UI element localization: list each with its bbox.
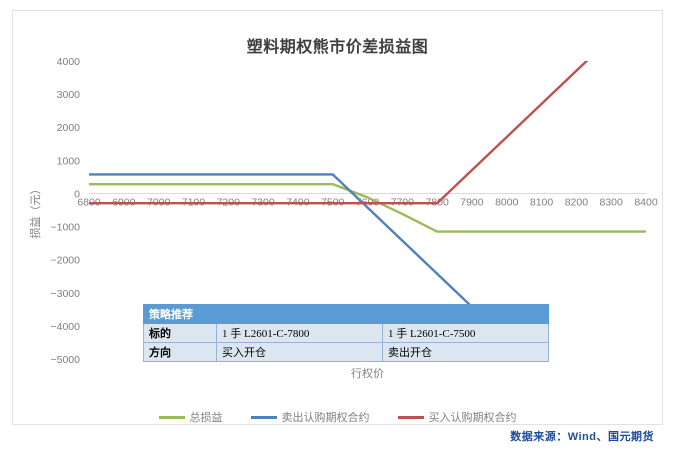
table-row-label: 标的 bbox=[143, 323, 217, 343]
y-tick-label: 0 bbox=[74, 188, 80, 200]
table-row: 标的 1 手 L2601-C-7800 1 手 L2601-C-7500 bbox=[143, 323, 549, 343]
legend-label: 卖出认购期权合约 bbox=[281, 412, 370, 424]
x-tick-label: 8200 bbox=[565, 196, 589, 208]
y-tick-label: −3000 bbox=[51, 288, 81, 300]
legend-swatch bbox=[158, 415, 185, 419]
y-tick-label: −2000 bbox=[51, 255, 81, 267]
x-tick-label: 8000 bbox=[495, 196, 519, 208]
y-tick-label: 3000 bbox=[57, 89, 81, 101]
y-tick-label: −4000 bbox=[51, 321, 81, 333]
legend-swatch bbox=[397, 415, 424, 419]
table-header-row: 策略推荐 bbox=[143, 304, 549, 324]
legend-label: 买入认购期权合约 bbox=[428, 412, 517, 424]
legend-item[interactable]: 卖出认购期权合约 bbox=[250, 409, 370, 425]
table-cell-leg2: 1 手 L2601-C-7500 bbox=[382, 323, 549, 343]
y-axis-title: 损益（元） bbox=[28, 184, 42, 239]
table-row-label: 方向 bbox=[143, 342, 217, 362]
table-cell-leg1: 买入开仓 bbox=[216, 342, 383, 362]
series-line bbox=[89, 61, 589, 205]
series-line bbox=[89, 182, 646, 233]
y-tick-label: −1000 bbox=[51, 222, 81, 234]
y-axis-tick-labels: 4000 3000 2000 1000 0 −1000 −2000 −3000 −4000 −50… bbox=[51, 56, 81, 366]
chart-plot-area: 4000 3000 2000 1000 0 −1000 −2000 −3000 −4000 −50… bbox=[28, 56, 658, 380]
x-tick-label: 8400 bbox=[634, 196, 658, 208]
table-cell-leg1: 1 手 L2601-C-7800 bbox=[216, 323, 383, 343]
series-line bbox=[89, 173, 529, 359]
strategy-recommendation-table: 策略推荐 标的 1 手 L2601-C-7800 1 手 L2601-C-7500 方向… bbox=[143, 304, 549, 362]
series-lines bbox=[89, 61, 646, 359]
x-axis-title: 行权价 bbox=[351, 367, 384, 380]
x-tick-label: 8100 bbox=[530, 196, 554, 208]
legend-swatch bbox=[250, 415, 277, 419]
y-tick-label: 1000 bbox=[57, 155, 81, 167]
x-tick-label: 8300 bbox=[600, 196, 624, 208]
chart-container: 塑料期权熊市价差损益图 4000 3000 2000 1000 0 −1000 −2000 −… bbox=[12, 10, 663, 425]
legend-item[interactable]: 总损益 bbox=[158, 409, 223, 425]
y-tick-label: 4000 bbox=[57, 56, 81, 68]
chart-title: 塑料期权熊市价差损益图 bbox=[246, 39, 429, 56]
legend-item[interactable]: 买入认购期权合约 bbox=[397, 409, 517, 425]
table-row: 方向 买入开仓 卖出开仓 bbox=[143, 342, 549, 362]
chart-legend: 总损益 卖出认购期权合约 买入认购期权合约 bbox=[13, 409, 662, 425]
table-header-cell: 策略推荐 bbox=[143, 304, 549, 324]
y-tick-label: 2000 bbox=[57, 122, 81, 134]
legend-label: 总损益 bbox=[189, 412, 223, 424]
data-source-note: 数据来源：Wind、国元期货 bbox=[510, 431, 654, 443]
table-cell-leg2: 卖出开仓 bbox=[382, 342, 549, 362]
y-tick-label: −5000 bbox=[51, 354, 81, 366]
x-tick-label: 7900 bbox=[460, 196, 484, 208]
